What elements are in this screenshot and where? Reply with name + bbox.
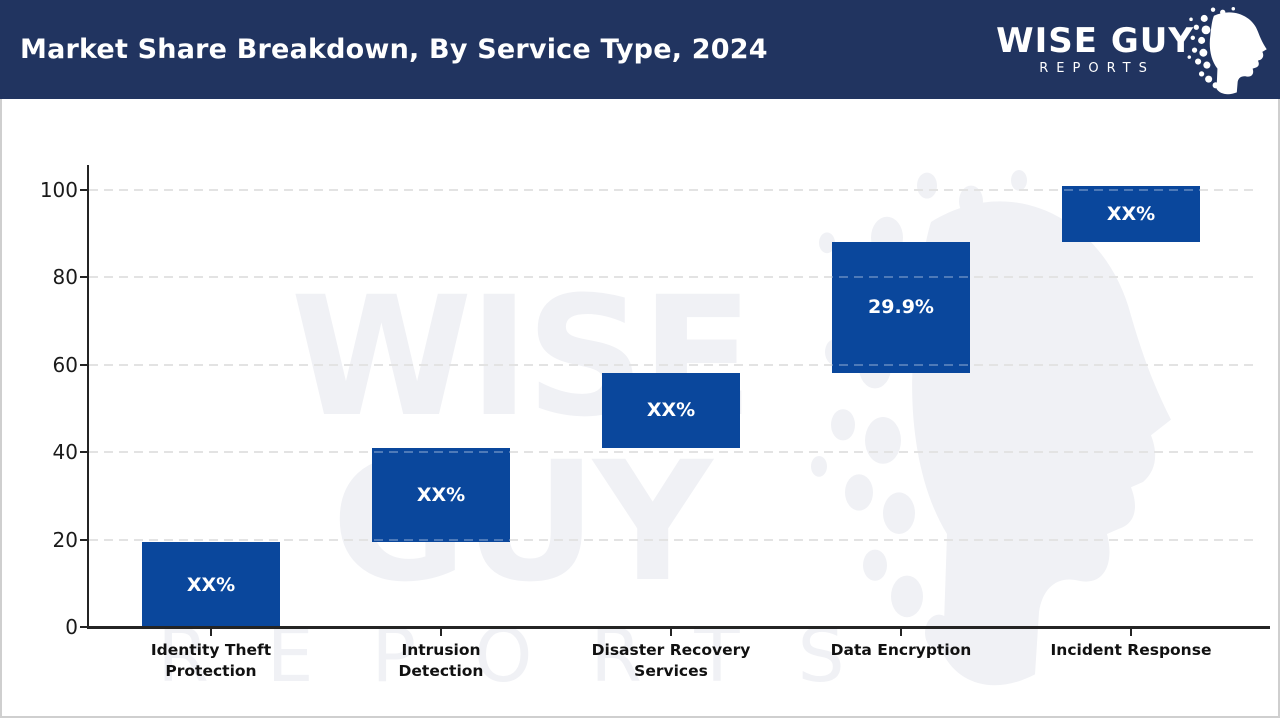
y-axis-spine	[87, 165, 89, 629]
gridline-overlay	[89, 363, 1258, 366]
frame-border-left	[0, 99, 2, 718]
y-tick-label: 20	[52, 527, 78, 552]
bar-value-label: XX%	[646, 399, 696, 422]
x-axis-spine	[87, 626, 1270, 629]
category-label: Disaster Recovery Services	[591, 641, 751, 680]
bar-data-encryption: 29.9%	[832, 242, 970, 373]
gridline	[89, 538, 1258, 541]
gridline-overlay	[89, 538, 1258, 541]
bar-value-label: XX%	[1106, 203, 1156, 226]
x-tick	[440, 629, 442, 636]
gridline	[89, 276, 1258, 279]
chart-title: Market Share Breakdown, By Service Type,…	[20, 34, 768, 65]
x-tick	[670, 629, 672, 636]
bar-value-label: XX%	[186, 573, 236, 596]
bar-value-label: 29.9%	[868, 296, 934, 319]
gridline	[89, 363, 1258, 366]
header: Market Share Breakdown, By Service Type,…	[0, 0, 1280, 99]
y-tick	[80, 363, 88, 366]
frame-border-right	[1278, 99, 1280, 718]
brand-logo: WISE GUY REPORTS	[996, 0, 1272, 99]
brand-logo-text: WISE GUY REPORTS	[996, 23, 1194, 77]
category-label: Intrusion Detection	[398, 641, 484, 680]
logo-head-icon	[1184, 6, 1272, 96]
frame-border-bottom	[0, 716, 1280, 718]
bar-incident-response: XX%	[1062, 186, 1200, 242]
logo-subtitle: REPORTS	[1039, 60, 1155, 76]
y-tick-label: 80	[52, 265, 78, 290]
gridline	[89, 451, 1258, 454]
category-label: Data Encryption	[830, 641, 972, 659]
y-tick-label: 100	[39, 178, 78, 202]
gridline-overlay	[89, 276, 1258, 279]
y-tick	[80, 189, 88, 191]
x-tick	[900, 629, 902, 636]
y-tick	[80, 538, 88, 541]
logo-wordmark: WISE GUY	[996, 20, 1194, 61]
y-tick-label: 40	[52, 440, 78, 465]
bar-intrusion-detection: XX%	[372, 447, 510, 543]
gridline	[89, 189, 1258, 191]
bar-identity-theft-protection: XX%	[142, 542, 280, 627]
bar-disaster-recovery-services: XX%	[602, 372, 740, 448]
watermark-subtitle: REPORTS	[157, 613, 903, 699]
y-tick	[80, 626, 88, 628]
y-tick	[80, 451, 88, 454]
x-tick	[210, 629, 212, 636]
y-tick-label: 0	[65, 615, 78, 639]
y-tick	[80, 276, 88, 279]
category-label: Identity Theft Protection	[150, 641, 272, 680]
bar-value-label: XX%	[416, 484, 466, 507]
x-tick	[1130, 629, 1132, 636]
gridline-overlay	[89, 451, 1258, 454]
y-tick-label: 60	[52, 352, 78, 377]
plot-area: 0 20 40 60 80 100 XX% Identity Theft Protection X…	[0, 99, 1280, 718]
category-label: Incident Response	[1050, 641, 1212, 659]
gridline-overlay	[89, 189, 1258, 191]
